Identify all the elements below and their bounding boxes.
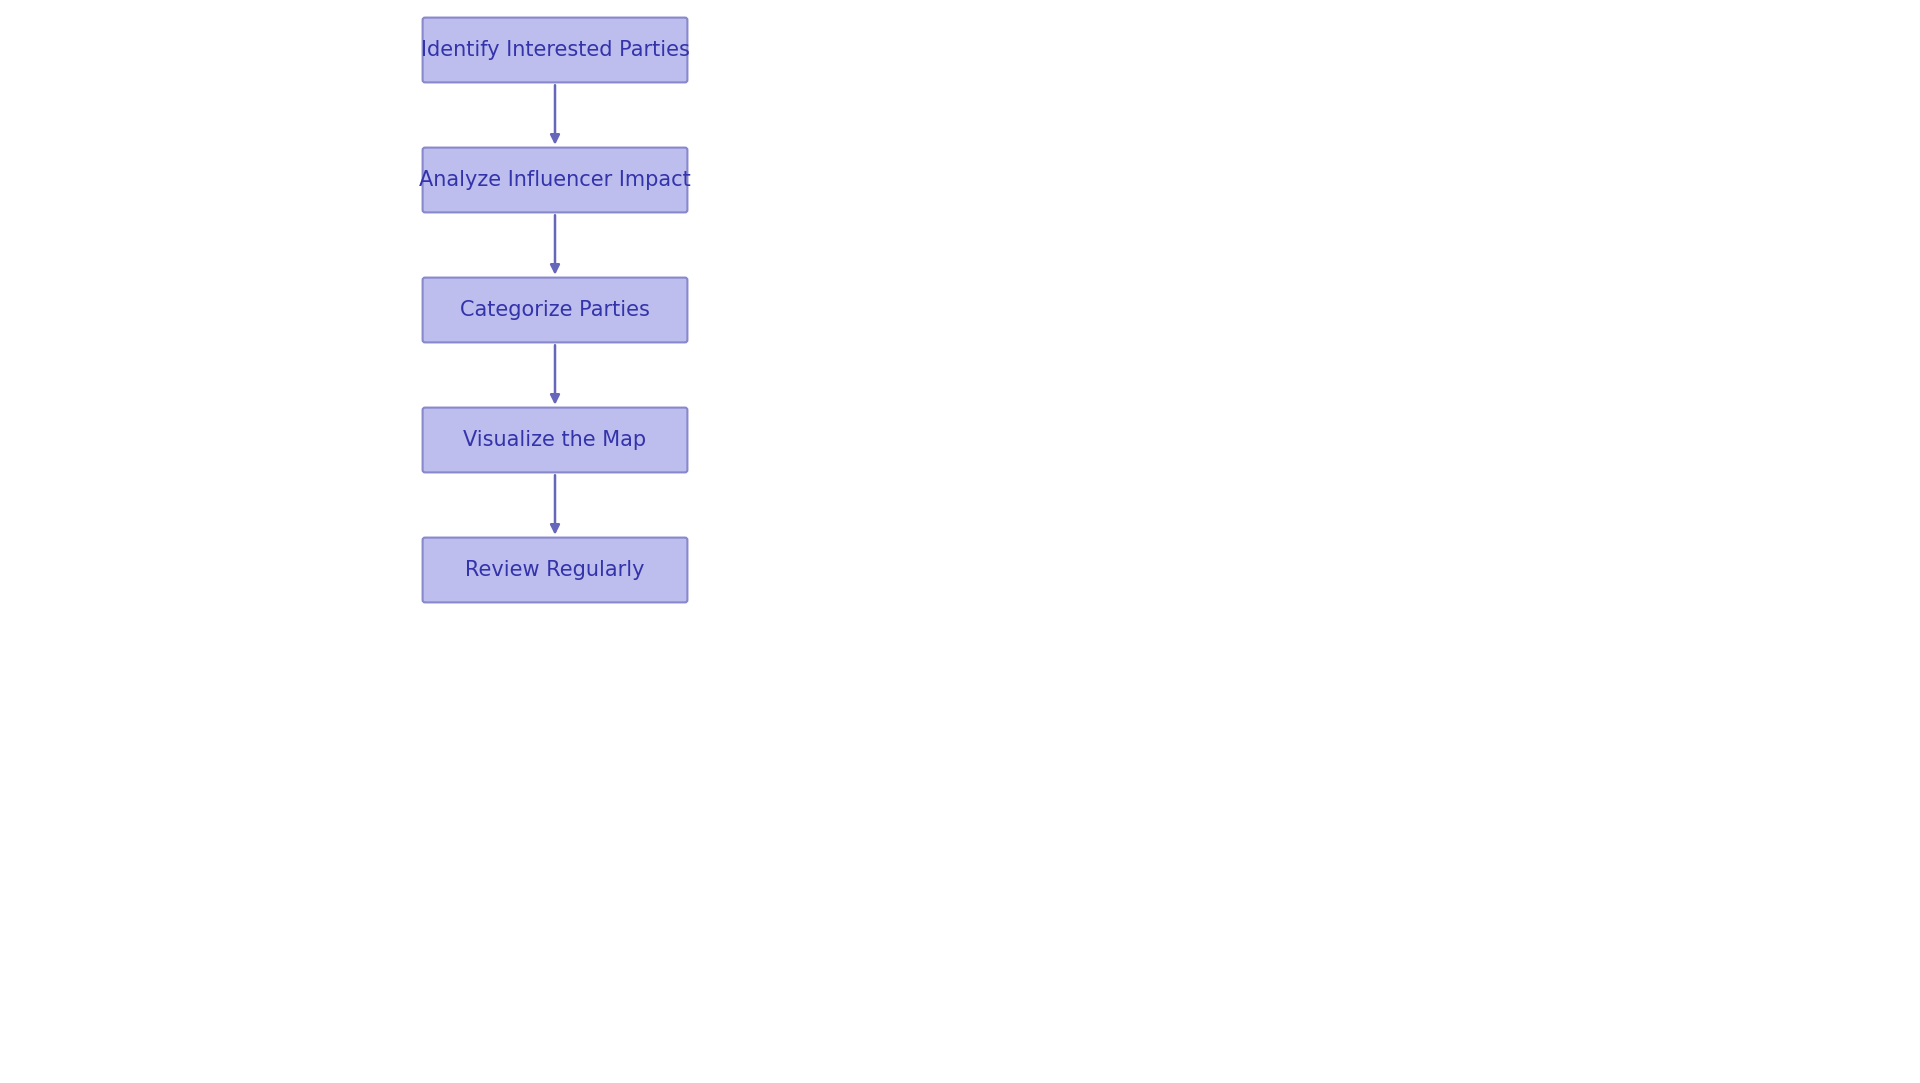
FancyBboxPatch shape [422, 17, 687, 82]
Text: Categorize Parties: Categorize Parties [461, 300, 651, 319]
Text: Analyze Influencer Impact: Analyze Influencer Impact [419, 170, 691, 190]
Text: Visualize the Map: Visualize the Map [463, 430, 647, 451]
FancyBboxPatch shape [422, 277, 687, 342]
FancyBboxPatch shape [422, 147, 687, 212]
Text: Identify Interested Parties: Identify Interested Parties [420, 40, 689, 60]
FancyBboxPatch shape [422, 537, 687, 602]
FancyBboxPatch shape [422, 407, 687, 472]
Text: Review Regularly: Review Regularly [465, 560, 645, 580]
